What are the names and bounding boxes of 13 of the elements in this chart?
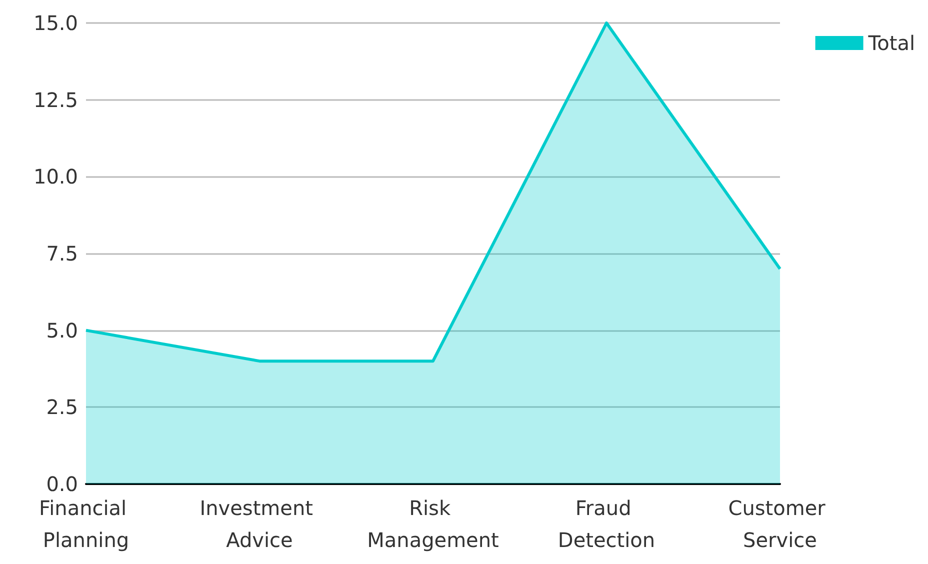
y-tick-label: 12.5 — [33, 88, 78, 112]
x-tick-label: Financial Planning — [39, 496, 133, 552]
x-tick-label: Fraud Detection — [558, 496, 656, 552]
x-tick-label: Customer Service — [728, 496, 832, 552]
y-tick-label: 10.0 — [33, 164, 78, 189]
y-tick-label: 0.0 — [46, 472, 78, 496]
y-tick-label: 5.0 — [46, 318, 78, 342]
y-tick-label: 2.5 — [46, 395, 78, 420]
legend-label: Total — [867, 31, 916, 55]
x-tick-label: Investment Advice — [200, 496, 320, 552]
x-tick-label: Risk Management — [367, 496, 500, 552]
y-tick-label: 15.0 — [33, 11, 78, 35]
y-tick-label: 7.5 — [46, 242, 78, 266]
